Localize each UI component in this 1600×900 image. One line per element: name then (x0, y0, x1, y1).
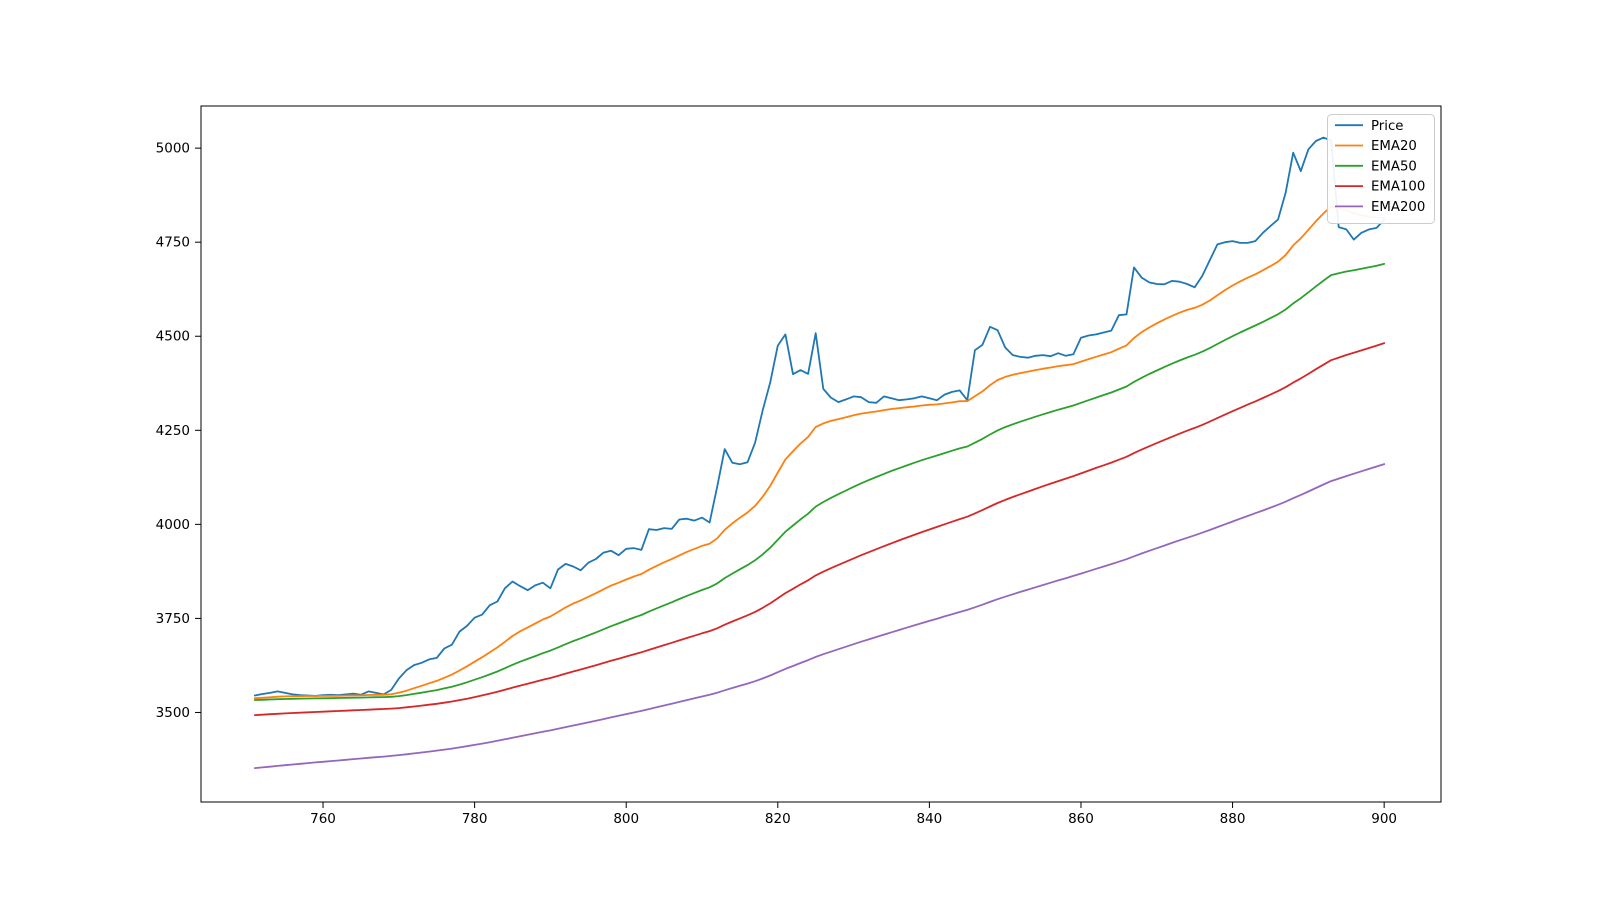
y-tick-label: 3500 (156, 705, 190, 721)
x-tick-label: 800 (613, 811, 639, 827)
ema100-line (253, 342, 1386, 716)
legend-label-ema20: EMA20 (1371, 139, 1417, 154)
x-tick-label: 860 (1068, 811, 1094, 827)
legend-label-ema50: EMA50 (1371, 159, 1417, 174)
ema200-line (253, 463, 1386, 769)
legend-box (1327, 114, 1435, 224)
x-tick-label: 840 (916, 811, 942, 827)
x-tick-label: 900 (1371, 811, 1397, 827)
x-tick-label: 820 (765, 811, 791, 827)
x-axis: 760 780 800 820 840 860 880 900 (310, 802, 1397, 827)
y-tick-label: 4250 (156, 423, 190, 439)
axes-spines (200, 105, 1442, 803)
legend-label-ema200: EMA200 (1371, 200, 1425, 215)
price-line (253, 136, 1386, 697)
legend-label-ema100: EMA100 (1371, 180, 1425, 195)
y-tick-label: 4750 (156, 235, 190, 251)
ema20-line (253, 205, 1386, 700)
y-axis: 3500 3750 4000 4250 4500 4750 5000 (156, 141, 201, 721)
y-tick-label: 4500 (156, 329, 190, 345)
y-tick-label: 5000 (156, 141, 190, 157)
y-tick-label: 3750 (156, 611, 190, 627)
y-tick-label: 4000 (156, 517, 190, 533)
x-tick-label: 880 (1220, 811, 1246, 827)
x-tick-label: 760 (310, 811, 336, 827)
ema50-line (253, 262, 1386, 701)
plot-area (253, 136, 1386, 769)
legend: Price EMA20 EMA50 EMA100 EMA200 (1327, 114, 1435, 224)
legend-label-price: Price (1371, 119, 1403, 134)
x-tick-label: 780 (462, 811, 488, 827)
